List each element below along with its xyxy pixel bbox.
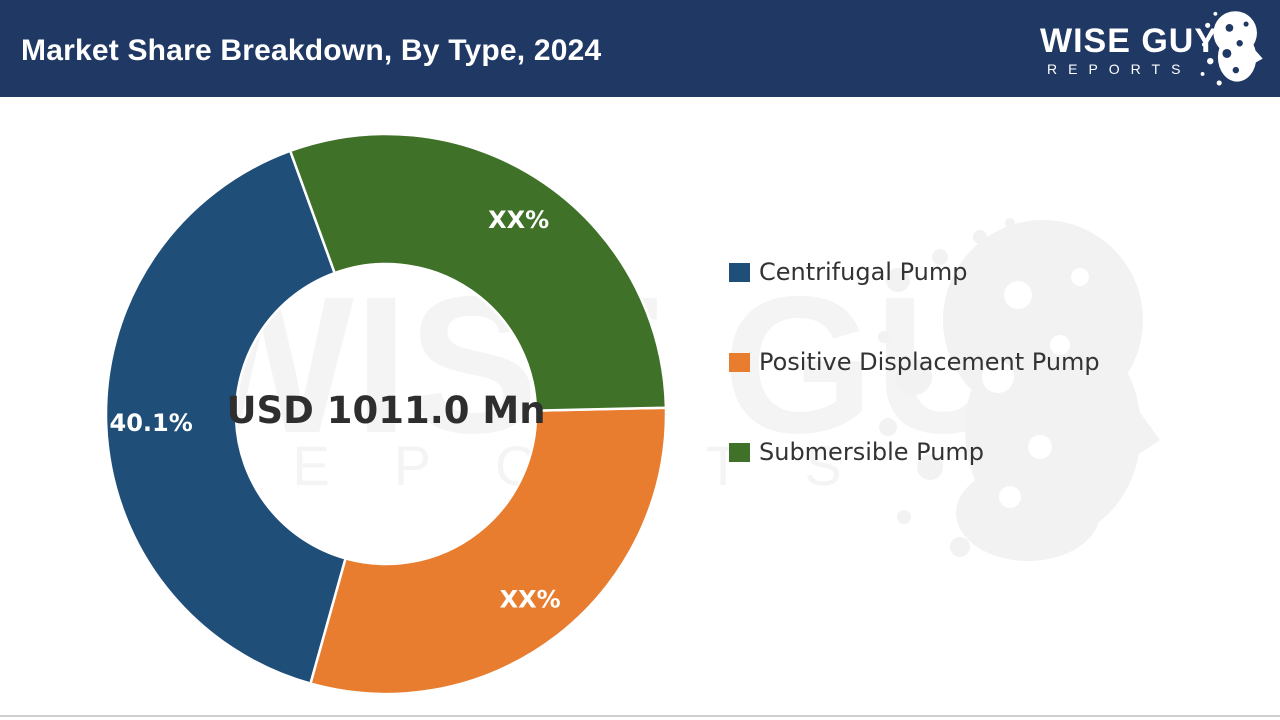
chart-legend: Centrifugal Pump Positive Displacement P… (729, 258, 1100, 528)
legend-label: Submersible Pump (759, 438, 985, 466)
segment-value-label: XX% (500, 586, 561, 614)
chart-center-value: USD 1011.0 Mn (226, 389, 546, 432)
segment-value-label: XX% (488, 206, 549, 234)
legend-item-positive-displacement-pump: Positive Displacement Pump (729, 348, 1100, 376)
legend-swatch-icon (729, 262, 750, 282)
watermark-head-profile-icon (878, 218, 1160, 561)
bottom-border-line (0, 715, 1280, 717)
legend-item-submersible-pump: Submersible Pump (729, 438, 1100, 466)
legend-label: Positive Displacement Pump (759, 348, 1100, 376)
legend-label: Centrifugal Pump (759, 258, 968, 286)
header: Market Share Breakdown, By Type, 2024 WI… (0, 0, 1280, 97)
legend-item-centrifugal-pump: Centrifugal Pump (729, 258, 1100, 286)
page-title: Market Share Breakdown, By Type, 2024 (21, 34, 602, 67)
logo-head-profile-icon (1200, 11, 1263, 86)
legend-swatch-icon (729, 352, 750, 372)
logo-reports-text: REPORTS (1047, 61, 1192, 77)
legend-swatch-icon (729, 442, 750, 462)
logo-wiseguy-text: WISE GUY (1040, 22, 1219, 60)
